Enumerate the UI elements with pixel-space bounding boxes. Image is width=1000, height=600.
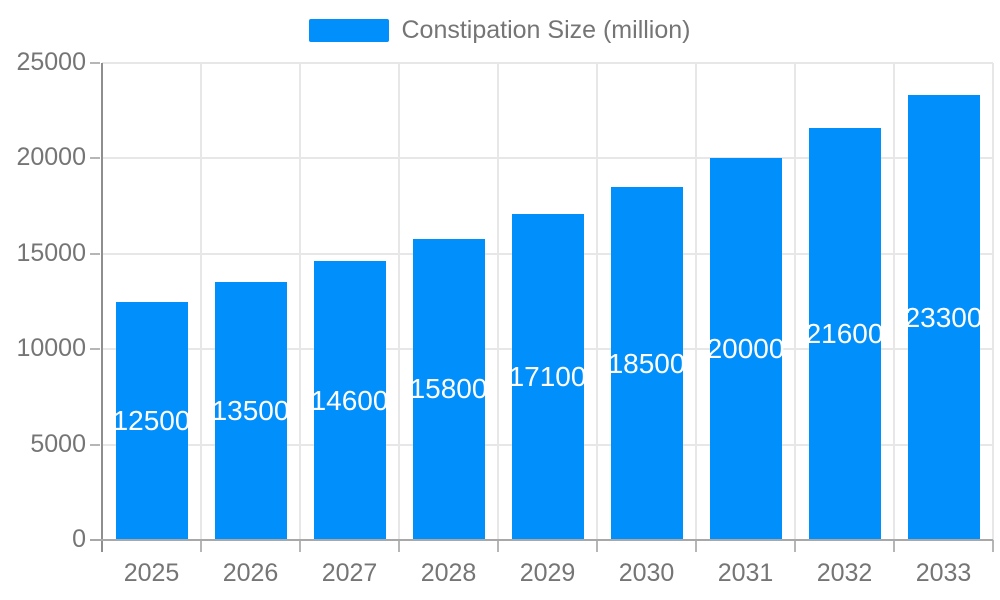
vertical-gridline xyxy=(299,63,301,540)
chart-legend[interactable]: Constipation Size (million) xyxy=(0,16,1000,45)
y-tick-label: 15000 xyxy=(16,238,86,267)
y-tick-label: 5000 xyxy=(30,429,86,458)
y-tick-mark xyxy=(90,252,100,255)
x-tick-mark xyxy=(893,540,895,552)
legend-label: Constipation Size (million) xyxy=(401,16,691,44)
vertical-gridline xyxy=(893,63,895,540)
bar[interactable]: 18500 xyxy=(607,187,686,540)
bar[interactable]: 15800 xyxy=(409,238,488,540)
bar[interactable]: 20000 xyxy=(706,158,785,540)
x-tick-mark xyxy=(497,540,499,552)
vertical-gridline xyxy=(200,63,202,540)
x-tick-label: 2027 xyxy=(321,559,378,587)
x-axis-line xyxy=(90,539,993,541)
y-tick-label: 20000 xyxy=(16,143,86,172)
x-tick-label: 2031 xyxy=(717,559,774,587)
bar[interactable]: 13500 xyxy=(211,282,290,540)
horizontal-gridline xyxy=(102,62,993,64)
y-tick-mark xyxy=(90,157,100,160)
x-tick-mark xyxy=(695,540,697,552)
bar[interactable]: 12500 xyxy=(112,301,191,540)
x-tick-label: 2026 xyxy=(222,559,279,587)
y-tick-mark xyxy=(90,443,100,446)
x-tick-label: 2025 xyxy=(123,559,180,587)
x-tick-label: 2029 xyxy=(519,559,576,587)
vertical-gridline xyxy=(497,63,499,540)
bar[interactable]: 17100 xyxy=(508,213,587,540)
x-tick-label: 2033 xyxy=(915,559,972,587)
bar[interactable]: 21600 xyxy=(805,127,884,540)
bar-value-label: 14600 xyxy=(310,384,389,416)
y-tick-mark xyxy=(90,62,100,64)
bar[interactable]: 23300 xyxy=(904,95,983,540)
x-tick-mark xyxy=(992,540,994,552)
bar-value-label: 18500 xyxy=(607,347,686,379)
x-tick-label: 2030 xyxy=(618,559,675,587)
x-tick-label: 2032 xyxy=(816,559,873,587)
vertical-gridline xyxy=(695,63,697,540)
bar-value-label: 13500 xyxy=(211,395,290,427)
bar-value-label: 21600 xyxy=(805,317,884,349)
bar-value-label: 20000 xyxy=(706,333,785,365)
y-tick-label: 0 xyxy=(72,525,86,553)
x-tick-label: 2028 xyxy=(420,559,477,587)
bar[interactable]: 14600 xyxy=(310,261,389,540)
bar-value-label: 15800 xyxy=(409,373,488,405)
y-tick-mark xyxy=(90,348,100,351)
y-axis-line xyxy=(101,63,103,552)
x-tick-mark xyxy=(794,540,796,552)
bar-value-label: 12500 xyxy=(112,404,191,436)
vertical-gridline xyxy=(596,63,598,540)
y-tick-label: 10000 xyxy=(16,334,86,363)
x-tick-mark xyxy=(200,540,202,552)
vertical-gridline xyxy=(992,63,994,540)
vertical-gridline xyxy=(794,63,796,540)
y-tick-label: 25000 xyxy=(16,48,86,76)
bar-value-label: 23300 xyxy=(904,301,983,333)
plot-area: 12500 13500 14600 15800 17100 18500 20000 21600… xyxy=(102,62,994,540)
horizontal-gridline xyxy=(102,157,993,160)
vertical-gridline xyxy=(398,63,400,540)
x-tick-mark xyxy=(398,540,400,552)
bar-value-label: 17100 xyxy=(508,360,587,392)
legend-swatch xyxy=(309,19,390,42)
x-tick-mark xyxy=(299,540,301,552)
x-tick-mark xyxy=(596,540,598,552)
